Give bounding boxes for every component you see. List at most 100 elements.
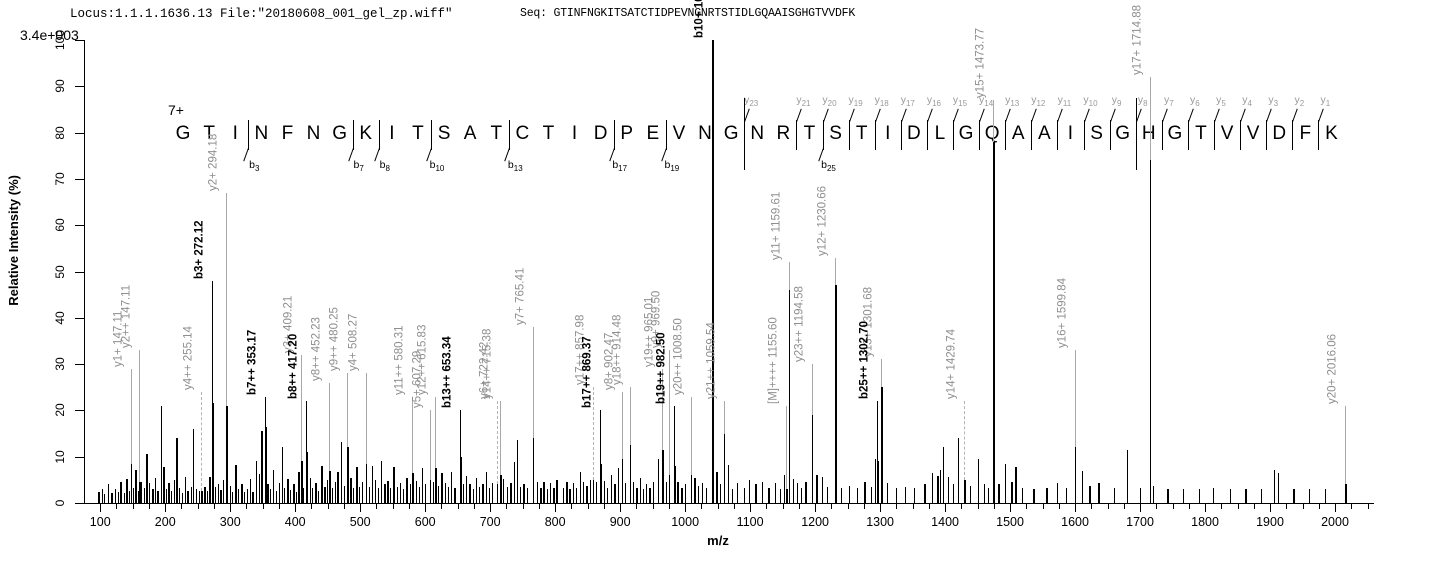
spectrum-peak (617, 467, 619, 503)
spectrum-peak (639, 477, 641, 503)
peak-leader-line (532, 327, 534, 439)
spectrum-peak (309, 478, 311, 503)
spectrum-peak (895, 488, 897, 503)
y-ion-cleavage-bar (1083, 120, 1085, 150)
y-ion-label: y3 (1268, 94, 1279, 109)
x-axis-tick-label: 1100 (736, 515, 764, 529)
x-axis-tick-minor (343, 503, 345, 509)
spectrum-peak (624, 482, 626, 503)
spectrum-peak (800, 488, 803, 503)
sequence-residue: I (571, 123, 578, 144)
spectrum-peak (523, 483, 525, 503)
x-axis-tick-major (1270, 503, 1272, 512)
spectrum-peak (589, 479, 591, 503)
peak-annotation-label: y4++ 255.14 (182, 325, 195, 390)
spectrum-peak (128, 490, 131, 503)
spectrum-peak (1021, 488, 1024, 503)
spectrum-peak (549, 482, 552, 503)
spectrum-peak (387, 480, 389, 503)
y-ion-cleavage-bar (1240, 120, 1242, 150)
spectrum-peak (952, 483, 955, 503)
peak-annotation-label: y15+ 1473.77 (974, 28, 987, 99)
spectrum-peak (652, 481, 654, 503)
peak-annotation-label: y9++ 480.25 (328, 307, 341, 372)
peak-leader-line (786, 405, 788, 490)
spectrum-peak (702, 482, 704, 503)
spectrum-peak (611, 475, 613, 503)
spectrum-peak (238, 488, 240, 503)
spectrum-peak (1033, 489, 1035, 503)
x-axis-tick-minor (473, 503, 475, 509)
y-ion-cleavage-bar (796, 120, 798, 150)
spectrum-peak (409, 484, 411, 503)
spectrum-peak (160, 405, 162, 503)
sequence-residue: S (437, 123, 451, 144)
x-axis-tick-major (490, 503, 492, 512)
spectrum-peak (728, 465, 730, 503)
spectrum-peak (633, 481, 635, 503)
annotated-peak (1074, 447, 1077, 503)
y-axis-tick (75, 86, 84, 88)
spectrum-peak (353, 488, 355, 503)
sequence-header: Seq: GTINFNGKITSATCTIDPEVNGNRTSTIDLGQAAI… (520, 7, 856, 20)
spectrum-peak (132, 487, 135, 503)
annotated-peak (459, 456, 462, 503)
spectrum-peak (214, 487, 216, 503)
spectrum-peak (1182, 489, 1185, 503)
peak-leader-line (212, 280, 214, 404)
annotated-peak (881, 387, 883, 503)
spectrum-peak (685, 484, 687, 503)
spectrum-peak (596, 481, 598, 503)
y-axis-tick (75, 456, 84, 458)
spectrum-peak (441, 472, 443, 503)
peak-annotation-label: b10+ 10 (693, 0, 706, 38)
peak-annotation-label: y11+ 1159.61 (770, 191, 783, 261)
x-axis-tick-minor (278, 503, 280, 509)
y-ion-cleavage-bar (1005, 120, 1007, 150)
spectrum-peak (258, 474, 261, 503)
x-axis-tick-minor (571, 503, 573, 509)
b-ion-label: b19 (664, 159, 680, 174)
peak-leader-line (264, 396, 266, 427)
annotated-peak (306, 452, 309, 503)
spectrum-peak (841, 488, 843, 503)
x-axis-tick-minor (1286, 503, 1288, 509)
spectrum-peak (507, 487, 509, 503)
spectrum-peak (482, 483, 484, 503)
sequence-residue: A (1011, 123, 1025, 144)
x-axis-tick-minor (652, 503, 654, 509)
b-ion-label: b3 (249, 159, 260, 174)
spectrum-peak (642, 489, 645, 503)
y-ion-label: y23 (744, 94, 759, 109)
annotated-peak (690, 475, 693, 503)
spectrum-peak (273, 469, 275, 503)
y-ion-label: y16 (926, 94, 941, 109)
y-ion-cleavage-bar (822, 120, 824, 150)
y-ion-label: y4 (1242, 94, 1252, 109)
peak-leader-line (811, 364, 813, 416)
spectrum-peak (603, 480, 606, 503)
spectrum-peak (1011, 481, 1013, 503)
x-axis-tick-minor (246, 503, 248, 509)
sequence-full-separator (744, 98, 746, 170)
annotated-peak (347, 447, 349, 503)
annotated-peak (329, 470, 331, 503)
x-axis-tick-major (360, 503, 362, 512)
x-axis-tick-label: 1200 (801, 515, 829, 529)
spectrum-peak (488, 488, 491, 503)
spectrum-peak (267, 484, 269, 503)
spectrum-peak (195, 488, 198, 503)
y-ion-label: y19 (848, 94, 863, 109)
spectrum-peak (1089, 486, 1091, 503)
y-ion-cleavage-bar (979, 120, 981, 150)
x-axis-tick-minor (376, 503, 378, 509)
peak-leader-line (600, 410, 602, 464)
spectrum-peak (193, 428, 195, 503)
y-ion-label: y1 (1320, 94, 1331, 109)
peak-leader-line (668, 350, 670, 476)
spectrum-peak (748, 479, 751, 503)
sequence-residue: G (723, 123, 739, 144)
sequence-residue: G (175, 123, 191, 144)
spectrum-peak (432, 481, 435, 503)
b-ion-cleavage-bar (613, 120, 615, 150)
